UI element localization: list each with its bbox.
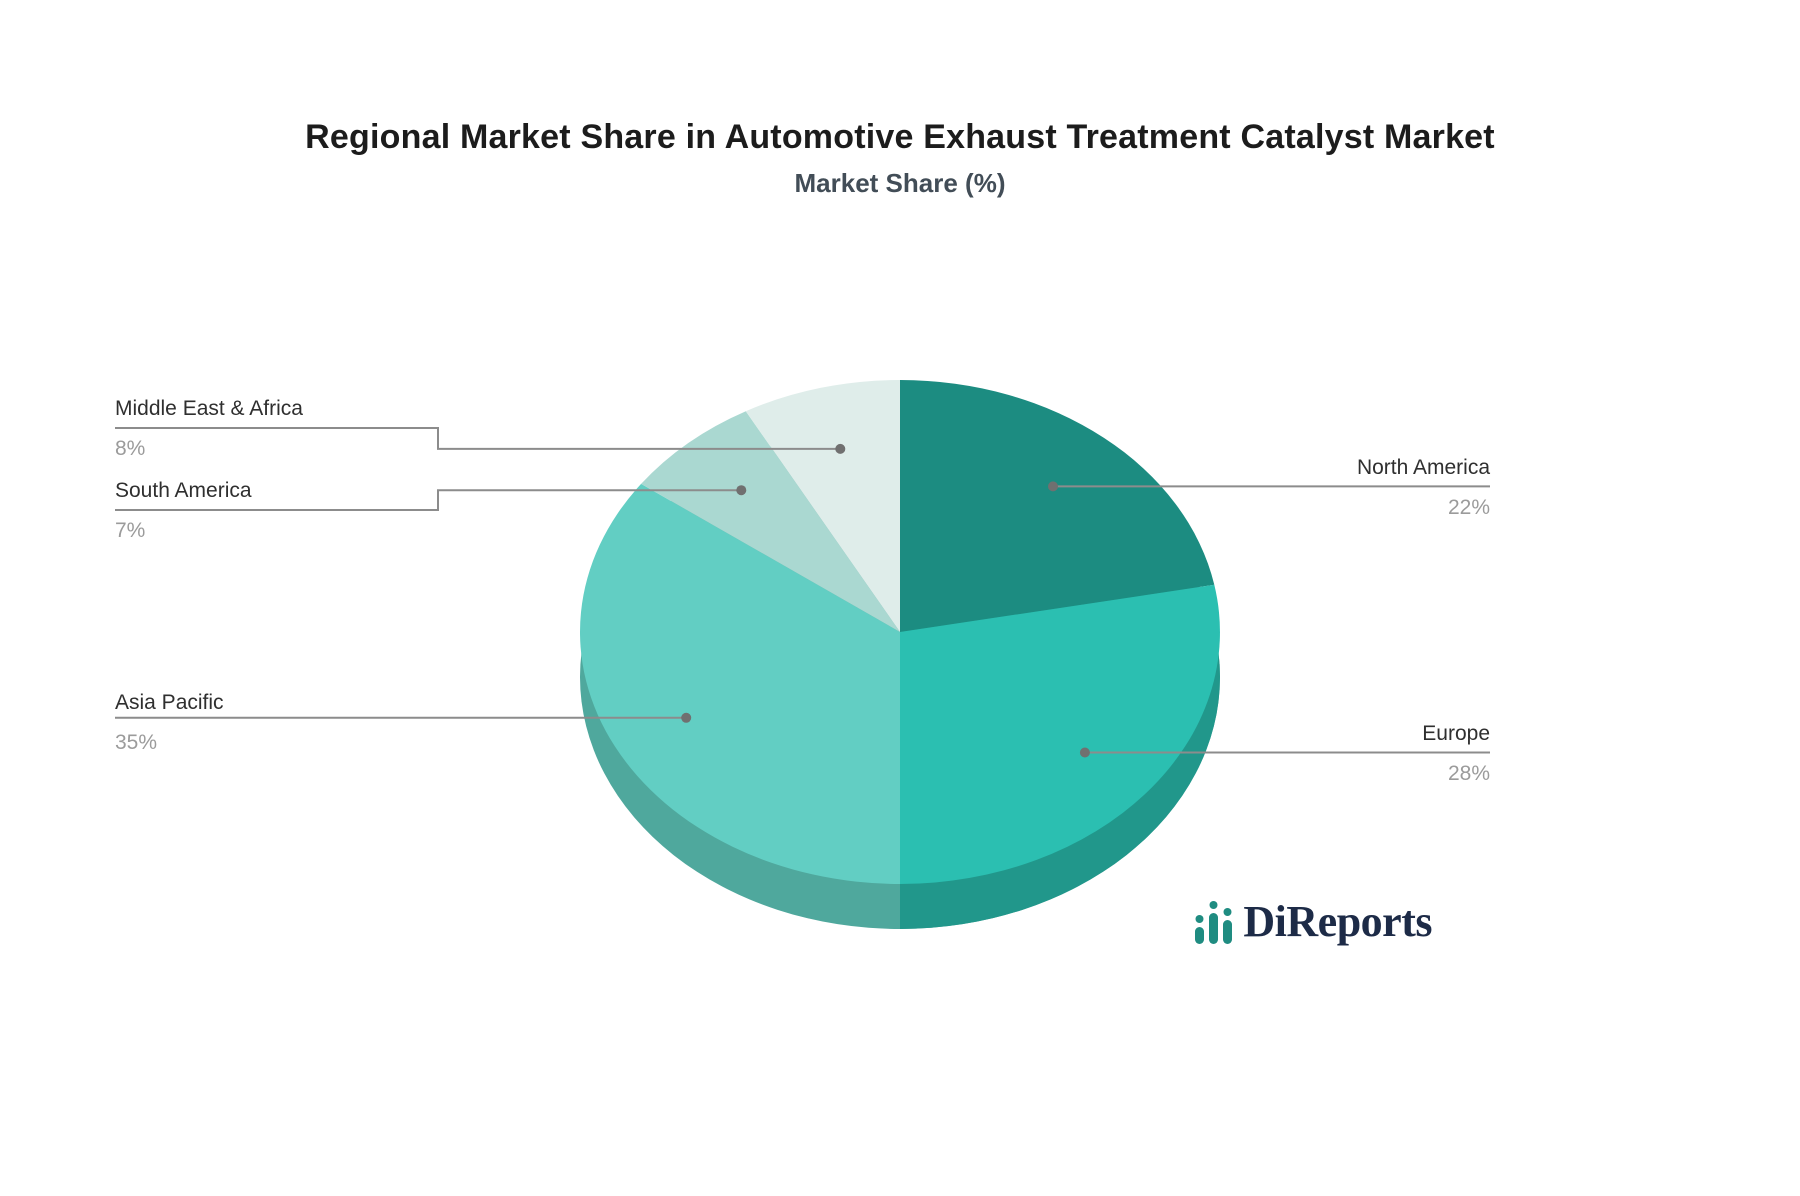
label-europe: Europe 28% — [1422, 721, 1490, 787]
slice-value-asia-pacific: 35% — [115, 731, 158, 754]
leader-dot-middle-east-africa — [835, 443, 846, 454]
chart-title: Regional Market Share in Automotive Exha… — [305, 118, 1495, 156]
chart-subtitle: Market Share (%) — [794, 168, 1006, 198]
logo-dot — [1209, 901, 1218, 909]
slice-label-asia-pacific: Asia Pacific — [115, 691, 224, 714]
bar-chart-icon — [1195, 901, 1233, 944]
leader-dot-europe — [1079, 747, 1090, 758]
pie-slice-south-america[interactable] — [641, 411, 900, 632]
label-middle-east-africa: Middle East & Africa 8% — [115, 396, 303, 462]
leader-dot-north-america — [1048, 481, 1058, 492]
logo-bar — [1195, 927, 1205, 944]
slice-value-north-america: 22% — [1447, 496, 1490, 519]
pie-slice-middle-east-africa[interactable] — [745, 380, 900, 632]
leader-line-middle-east-africa — [115, 427, 841, 450]
slice-label-south-america: South America — [115, 479, 252, 502]
label-south-america: South America 7% — [115, 478, 252, 544]
slice-value-middle-east-africa: 8% — [115, 437, 146, 460]
slice-label-middle-east-africa: Middle East & Africa — [115, 397, 303, 420]
leader-dot-asia-pacific — [681, 712, 692, 723]
label-north-america: North America 22% — [1357, 455, 1490, 521]
logo-dot — [1195, 915, 1204, 923]
leader-dot-south-america — [736, 485, 747, 496]
pie-slice-asia-pacific[interactable] — [580, 483, 900, 884]
logo-bar — [1223, 920, 1233, 944]
logo-bar — [1209, 913, 1219, 944]
slice-label-north-america: North America — [1356, 456, 1490, 479]
leader-line-south-america — [115, 489, 742, 511]
logo-text: DiReports — [1243, 897, 1432, 946]
slice-label-europe: Europe — [1422, 722, 1490, 745]
label-asia-pacific: Asia Pacific 35% — [115, 690, 224, 756]
logo-dot — [1223, 908, 1232, 916]
pie-slice-north-america[interactable] — [900, 380, 1215, 632]
slice-value-south-america: 7% — [115, 519, 146, 542]
pie-slice-europe[interactable] — [900, 584, 1220, 884]
direports-logo: DiReports — [1191, 898, 1432, 946]
slice-value-europe: 28% — [1447, 762, 1490, 785]
